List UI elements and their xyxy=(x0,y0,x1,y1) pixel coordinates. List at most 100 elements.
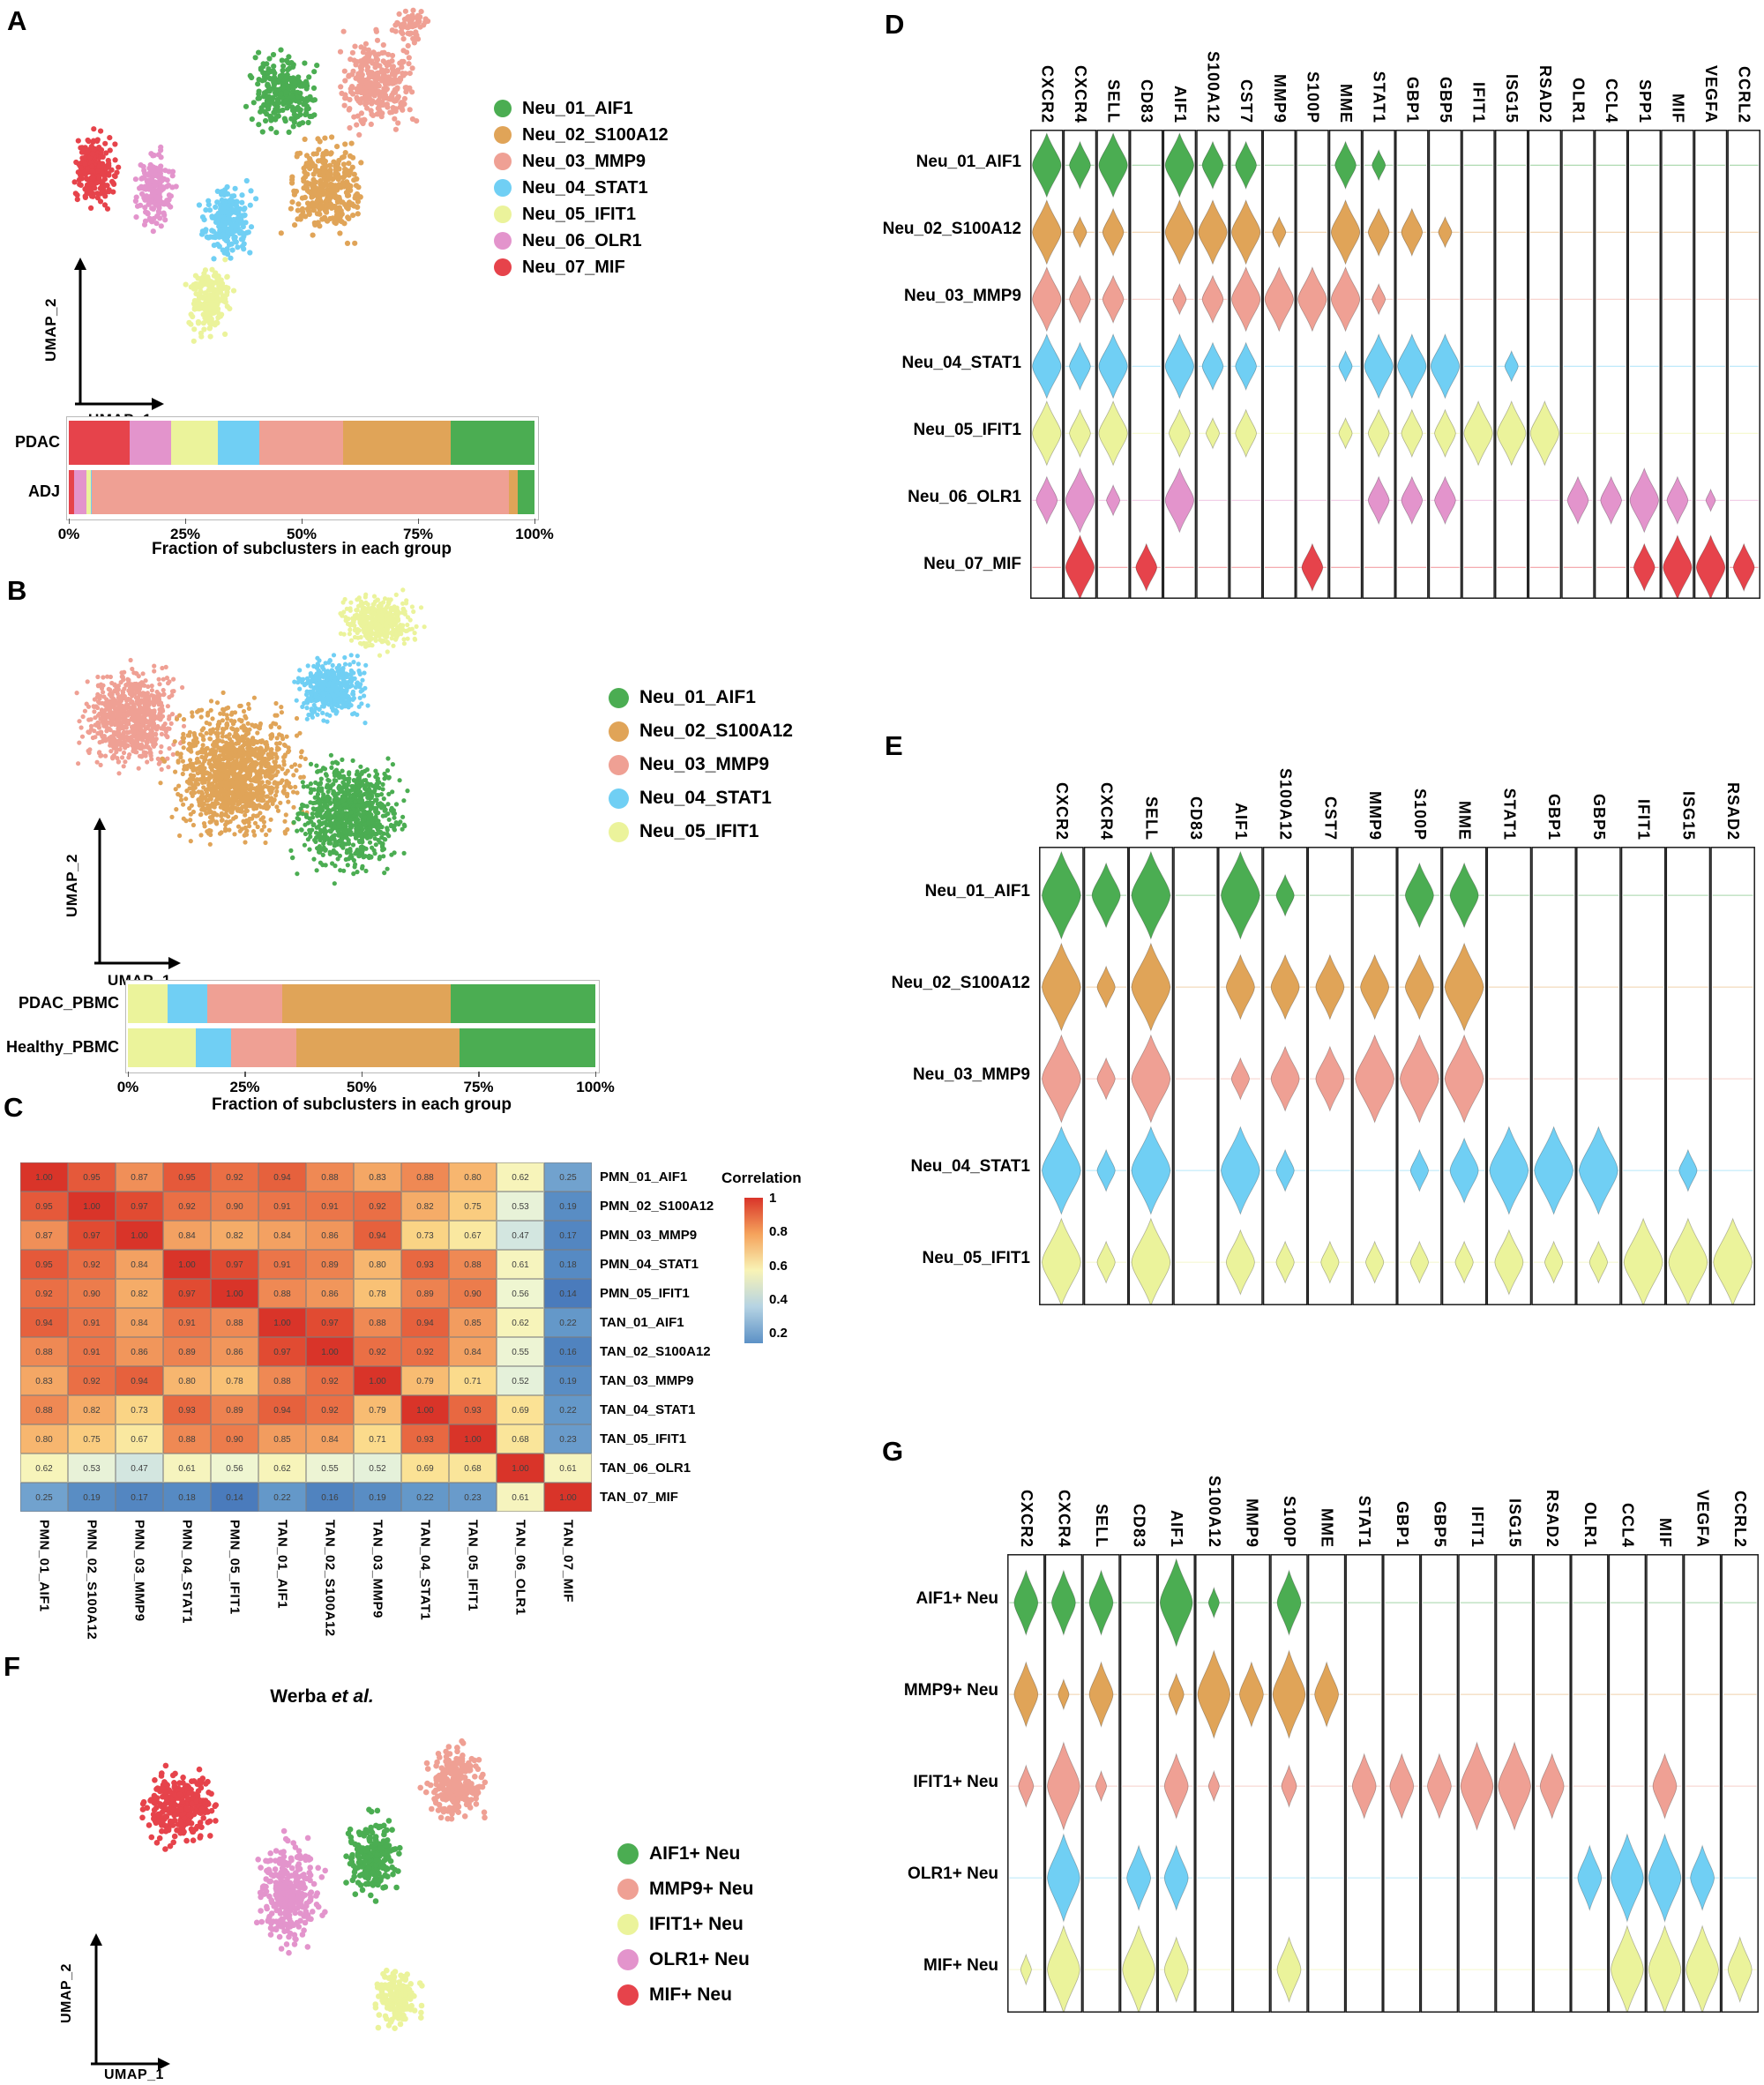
gene-label: MME xyxy=(1318,1508,1336,1548)
legend-item: Neu_01_AIF1 xyxy=(609,681,793,714)
legend-item: Neu_02_S100A12 xyxy=(609,714,793,748)
colorbar-title: Correlation xyxy=(721,1170,802,1186)
heatmap-col-label: PMN_05_IFIT1 xyxy=(227,1520,243,1615)
gene-label: ISG15 xyxy=(1506,1498,1524,1548)
heatmap-cell: 0.92 xyxy=(354,1192,401,1221)
legend-item: Neu_03_MMP9 xyxy=(494,148,669,175)
bar-segment xyxy=(259,421,344,465)
gene-label: SELL xyxy=(1142,796,1161,841)
heatmap-cell: 0.83 xyxy=(20,1366,68,1395)
bar-axis-tick xyxy=(244,1072,246,1077)
heatmap-cell: 0.19 xyxy=(544,1366,592,1395)
panel-letter-a: A xyxy=(7,5,27,36)
bar-segment xyxy=(92,470,509,514)
bar-segment xyxy=(450,984,595,1023)
heatmap-cell: 0.97 xyxy=(68,1221,116,1250)
heatmap-cell: 0.88 xyxy=(258,1279,306,1308)
umap1-axis-label: UMAP_1 xyxy=(104,2067,164,2082)
gene-label: STAT1 xyxy=(1500,788,1519,841)
heatmap-cell: 0.61 xyxy=(497,1250,544,1279)
legend-item-label: OLR1+ Neu xyxy=(649,1949,750,1969)
heatmap-cell: 0.69 xyxy=(401,1454,449,1483)
heatmap-col-label: TAN_06_OLR1 xyxy=(512,1520,528,1616)
heatmap-cell: 0.97 xyxy=(116,1192,163,1221)
gene-label: CD83 xyxy=(1130,1503,1148,1548)
mmp9-neu-swatch xyxy=(617,1879,639,1900)
legend-item-label: Neu_01_AIF1 xyxy=(639,687,756,707)
heatmap-cell: 0.97 xyxy=(211,1250,258,1279)
heatmap-cell: 0.86 xyxy=(116,1337,163,1366)
heatmap-cell: 0.75 xyxy=(68,1424,116,1454)
legend-panel-b: Neu_01_AIF1 Neu_02_S100A12 Neu_03_MMP9 Neu_… xyxy=(609,681,793,848)
gene-label: AIF1 xyxy=(1231,802,1250,841)
gene-label: IFIT1 xyxy=(1469,81,1488,123)
bar-segment xyxy=(129,421,172,465)
bar-axis-tick xyxy=(534,519,535,524)
gene-label: SELL xyxy=(1104,78,1123,123)
bar-tick-label: 25% xyxy=(169,526,201,542)
heatmap-cell: 0.55 xyxy=(306,1454,354,1483)
heatmap-cell: 0.52 xyxy=(497,1366,544,1395)
violin-row-label: Neu_06_OLR1 xyxy=(908,488,1021,506)
legend-item-label: Neu_04_STAT1 xyxy=(639,788,772,808)
heatmap-row-label: TAN_03_MMP9 xyxy=(600,1373,694,1388)
heatmap-cell: 0.61 xyxy=(497,1483,544,1512)
legend-item-label: Neu_07_MIF xyxy=(522,257,625,277)
ifit1-neu-swatch xyxy=(617,1914,639,1935)
heatmap-cell: 0.23 xyxy=(544,1424,592,1454)
umap2-axis-label: UMAP_2 xyxy=(64,854,80,917)
heatmap-cell: 0.92 xyxy=(211,1162,258,1192)
heatmap-cell: 0.88 xyxy=(449,1250,497,1279)
bar-tick-label: 100% xyxy=(515,526,554,542)
heatmap-cell: 0.84 xyxy=(116,1250,163,1279)
bar-tick-label: 0% xyxy=(57,526,80,542)
heatmap-cell: 0.62 xyxy=(20,1454,68,1483)
heatmap-cell: 0.94 xyxy=(20,1308,68,1337)
bar-segment xyxy=(207,984,282,1023)
heatmap-cell: 0.80 xyxy=(449,1162,497,1192)
mif-neu-swatch xyxy=(617,1984,639,2006)
legend-item: Neu_03_MMP9 xyxy=(609,748,793,781)
heatmap-cell: 0.93 xyxy=(401,1424,449,1454)
bar-segment xyxy=(295,1028,460,1067)
bar-row-label: PDAC xyxy=(14,433,60,451)
umap-axis-arrows xyxy=(74,258,164,410)
bar-row xyxy=(128,1028,595,1067)
gene-label: SELL xyxy=(1093,1503,1110,1548)
neu-04-stat1-swatch xyxy=(494,179,512,197)
heatmap-cell: 0.89 xyxy=(401,1279,449,1308)
legend-item-label: IFIT1+ Neu xyxy=(649,1914,744,1934)
legend-item: Neu_05_IFIT1 xyxy=(494,201,669,228)
neu-03-mmp9-swatch xyxy=(609,754,629,775)
gene-label: RSAD2 xyxy=(1724,781,1743,841)
heatmap-cell: 0.92 xyxy=(163,1192,211,1221)
heatmap-cell: 1.00 xyxy=(544,1483,592,1512)
gene-label: CCRL2 xyxy=(1731,1490,1750,1548)
heatmap-cell: 0.88 xyxy=(258,1366,306,1395)
heatmap-cell: 0.61 xyxy=(163,1454,211,1483)
heatmap-cell: 0.68 xyxy=(497,1424,544,1454)
heatmap-cell: 0.84 xyxy=(258,1221,306,1250)
heatmap-cell: 0.91 xyxy=(306,1192,354,1221)
violin-row-label: Neu_02_S100A12 xyxy=(882,220,1021,238)
heatmap-cell: 0.52 xyxy=(354,1454,401,1483)
heatmap-cell: 0.85 xyxy=(449,1308,497,1337)
bar-segment xyxy=(168,984,208,1023)
gene-label: S100P xyxy=(1304,71,1322,123)
bar-segment xyxy=(90,470,93,514)
bar-tick-label: 75% xyxy=(463,1079,494,1095)
umap-axis-arrows xyxy=(93,818,181,969)
heatmap-cell: 0.17 xyxy=(544,1221,592,1250)
violin-row-label: MIF+ Neu xyxy=(923,1956,998,1975)
bar-axis-tick xyxy=(68,519,70,524)
neu-05-ifit1-swatch xyxy=(609,821,629,842)
gene-label: RSAD2 xyxy=(1544,1489,1562,1548)
heatmap-cell: 0.92 xyxy=(20,1279,68,1308)
bar-segment xyxy=(69,470,75,514)
legend-item: Neu_02_S100A12 xyxy=(494,122,669,148)
bar-segment xyxy=(450,421,534,465)
gene-label: OLR1 xyxy=(1581,1501,1599,1548)
bar-axis-tick xyxy=(301,519,303,524)
heatmap-cell: 0.82 xyxy=(211,1221,258,1250)
gene-label: CST7 xyxy=(1321,796,1340,841)
